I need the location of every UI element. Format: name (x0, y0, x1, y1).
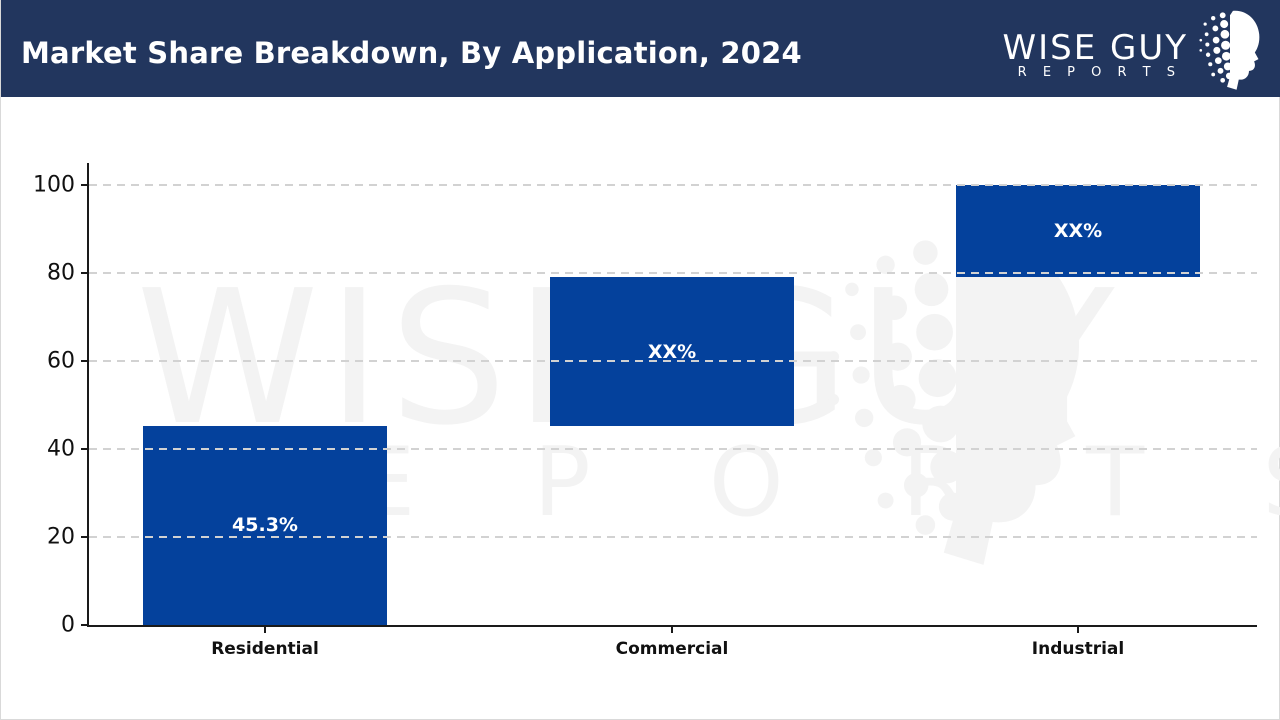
y-tick-label: 60 (47, 348, 75, 374)
x-axis-line (87, 625, 1257, 627)
y-axis-line (87, 163, 89, 627)
bar-value-label: XX% (1053, 220, 1103, 243)
chart-title: Market Share Breakdown, By Application, … (21, 36, 802, 70)
x-category-label-industrial: Industrial (1031, 639, 1125, 659)
y-tick (81, 624, 89, 626)
y-tick (81, 536, 89, 538)
gridline-80 (89, 272, 1257, 274)
y-tick-label: 40 (47, 436, 75, 462)
dotted-head-icon (1199, 10, 1260, 90)
bar-commercial (550, 277, 794, 426)
y-tick-label: 0 (61, 612, 75, 638)
bar-residential (143, 425, 387, 625)
header-bar: Market Share Breakdown, By Application, … (1, 0, 1280, 97)
y-tick (81, 272, 89, 274)
y-tick-label: 80 (47, 260, 75, 286)
gridline-40 (89, 448, 1257, 450)
wise-guy-logo: WISE GUY R E P O R T S (1002, 4, 1263, 94)
y-tick-label: 20 (47, 524, 75, 550)
y-tick-label: 100 (33, 172, 75, 198)
bar-value-label: 45.3% (232, 514, 298, 537)
x-tick (671, 625, 673, 633)
gridline-100 (89, 184, 1257, 186)
logo-text-wise-guy: WISE GUY (1002, 28, 1188, 68)
y-tick (81, 360, 89, 362)
x-tick (1077, 625, 1079, 633)
bar-value-label: XX% (647, 340, 697, 363)
gridline-20 (89, 536, 1257, 538)
gridline-60 (89, 360, 1257, 362)
x-category-label-commercial: Commercial (615, 639, 729, 659)
y-tick (81, 184, 89, 186)
y-tick (81, 448, 89, 450)
logo-text-reports: R E P O R T S (1017, 65, 1181, 80)
x-tick (264, 625, 266, 633)
x-category-label-residential: Residential (211, 639, 319, 659)
